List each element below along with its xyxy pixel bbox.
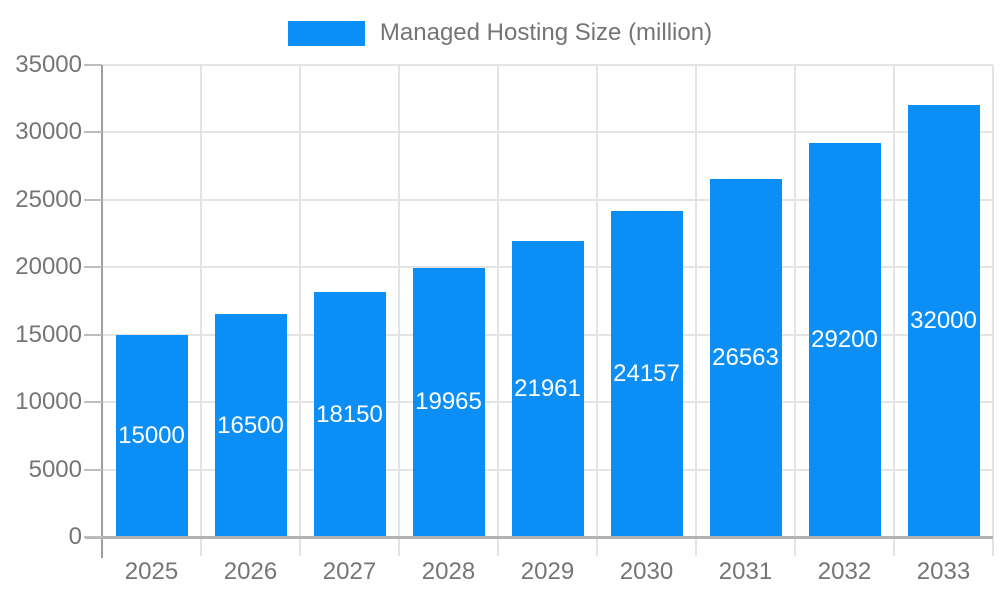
bar-value-label: 26563 — [712, 343, 779, 371]
bar: 21961 — [511, 240, 584, 537]
y-tick-mark — [84, 64, 102, 66]
v-gridline — [398, 65, 400, 556]
x-tick-label: 2027 — [322, 558, 377, 585]
y-tick-label: 30000 — [15, 118, 82, 146]
v-gridline — [200, 65, 202, 556]
bar-value-label: 18150 — [316, 400, 383, 428]
v-gridline — [299, 65, 301, 556]
y-tick-mark — [84, 131, 102, 134]
h-gridline — [102, 64, 993, 66]
bar: 26563 — [709, 178, 782, 537]
v-gridline — [794, 65, 796, 556]
x-tick-label: 2033 — [916, 558, 971, 585]
bar-value-label: 32000 — [910, 307, 977, 335]
bar: 15000 — [115, 334, 188, 537]
legend-swatch — [287, 20, 365, 46]
bar: 18150 — [313, 292, 386, 537]
y-tick-mark — [84, 468, 102, 471]
v-gridline — [992, 65, 994, 556]
y-tick-label: 5000 — [28, 455, 82, 483]
y-tick-mark — [84, 536, 102, 538]
bar: 16500 — [214, 314, 287, 537]
y-axis-line — [101, 65, 103, 558]
x-tick-label: 2029 — [520, 558, 575, 585]
bar: 32000 — [907, 105, 980, 537]
v-gridline — [695, 65, 697, 556]
x-axis-line — [85, 536, 993, 539]
y-tick-mark — [84, 266, 102, 269]
y-tick-label: 0 — [68, 523, 82, 550]
v-gridline — [497, 65, 499, 556]
x-tick-label: 2030 — [619, 558, 674, 585]
bar-value-label: 29200 — [811, 326, 878, 354]
bar-value-label: 15000 — [118, 421, 185, 449]
h-gridline — [102, 198, 993, 201]
x-tick-label: 2031 — [718, 558, 773, 585]
h-gridline — [102, 131, 993, 134]
plot-area: 15000 16500 18150 19965 21961 24157 26563 29200… — [101, 64, 994, 556]
y-tick-mark — [84, 333, 102, 336]
y-tick-mark — [84, 401, 102, 404]
bar: 24157 — [610, 211, 683, 537]
bar-value-label: 24157 — [613, 360, 680, 388]
v-gridline — [596, 65, 598, 556]
y-tick-label: 25000 — [15, 185, 82, 213]
x-tick-label: 2028 — [421, 558, 476, 585]
x-tick-label: 2032 — [817, 558, 872, 585]
v-gridline — [893, 65, 895, 556]
y-tick-label: 15000 — [15, 320, 82, 348]
bar-value-label: 19965 — [415, 388, 482, 416]
bar-value-label: 21961 — [514, 374, 581, 402]
bar: 19965 — [412, 267, 485, 537]
bar-value-label: 16500 — [217, 411, 284, 439]
y-tick-label: 10000 — [15, 388, 82, 416]
y-tick-label: 20000 — [15, 253, 82, 281]
y-tick-mark — [84, 198, 102, 201]
x-tick-label: 2026 — [223, 558, 278, 585]
y-tick-label: 35000 — [15, 51, 82, 78]
bar: 29200 — [808, 143, 881, 537]
x-tick-label: 2025 — [124, 558, 179, 585]
legend: Managed Hosting Size (million) — [0, 19, 1000, 47]
legend-label: Managed Hosting Size (million) — [379, 19, 713, 46]
